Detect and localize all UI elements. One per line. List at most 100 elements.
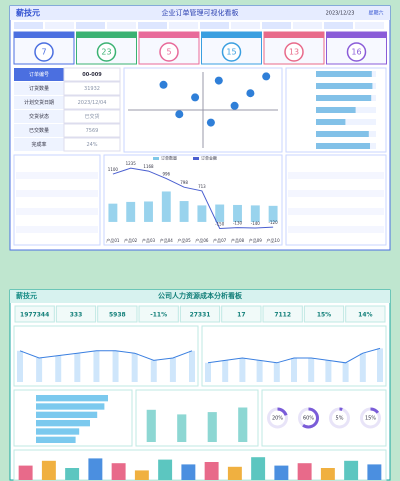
- kpi-value: 27331: [190, 312, 211, 319]
- bar: [150, 360, 157, 382]
- bar: [204, 462, 219, 480]
- bubble: [206, 118, 215, 127]
- title: 公司人力资源成本分析看板: [158, 291, 243, 300]
- legend-label: 订单金额: [201, 155, 217, 161]
- hr-header: [10, 290, 390, 303]
- bar: [36, 436, 76, 443]
- kpi-ring: [346, 42, 367, 62]
- bar: [36, 358, 43, 382]
- row: [16, 226, 98, 233]
- tab: [138, 22, 167, 29]
- row: [288, 235, 384, 242]
- data-label: 996: [162, 172, 170, 177]
- bar: [181, 464, 196, 480]
- bar: [146, 409, 156, 442]
- row: [288, 163, 384, 170]
- kpi-box: [345, 305, 386, 323]
- line: [112, 167, 274, 229]
- x-tick-label: 产品04: [160, 237, 174, 243]
- kpi-value: 5: [166, 48, 171, 57]
- kpi-ring: [96, 42, 117, 62]
- data-label: 1235: [126, 161, 137, 166]
- kpi-value: 23: [101, 48, 111, 57]
- bar: [239, 358, 246, 382]
- kpi-value: 15: [226, 48, 236, 57]
- row: [16, 181, 98, 188]
- panel: [13, 325, 199, 387]
- x-tick-label: 产品01: [106, 237, 120, 243]
- info-value-cell: [63, 95, 121, 110]
- bar: [215, 204, 225, 222]
- kpi-value: 16: [351, 48, 361, 57]
- donut-arc: [329, 407, 350, 429]
- info-value-cell: [63, 81, 121, 96]
- bar: [233, 204, 242, 222]
- bar: [320, 468, 335, 480]
- row: [16, 163, 98, 170]
- tab: [169, 22, 198, 29]
- kpi-box: [303, 305, 345, 323]
- kpi-box: [179, 305, 221, 323]
- info-value: 7569: [86, 128, 99, 134]
- kpi-box: [262, 305, 303, 323]
- info-value: 2023/12/04: [78, 100, 107, 106]
- kpi-ring: [34, 42, 54, 62]
- bar: [158, 459, 173, 480]
- bubble: [230, 101, 239, 110]
- progress-bar: [316, 83, 373, 89]
- order-header: [10, 6, 390, 20]
- row: [16, 190, 98, 197]
- bar: [65, 468, 80, 480]
- bar: [131, 353, 138, 382]
- donut-arc: [298, 407, 319, 429]
- tab: [45, 22, 74, 29]
- bar: [169, 358, 176, 382]
- donut-label: 20%: [272, 416, 283, 422]
- donut-label: 5%: [336, 416, 344, 422]
- row: [16, 208, 98, 215]
- bubble: [214, 76, 223, 85]
- x-tick-label: 产品08: [231, 237, 245, 243]
- bar: [297, 463, 312, 480]
- info-label-cell: [14, 124, 64, 137]
- kpi-value: 333: [70, 312, 83, 319]
- progress-bar: [316, 71, 372, 77]
- bar: [274, 465, 289, 480]
- track: [316, 119, 376, 125]
- progress-bar: [316, 119, 346, 125]
- data-label: -150: [215, 221, 225, 226]
- data-label: 1168: [143, 164, 154, 169]
- bar: [189, 350, 195, 382]
- info-label: 计划交货日期: [24, 99, 54, 106]
- bar: [36, 411, 98, 418]
- kpi-value: 13: [289, 48, 299, 57]
- row: [288, 190, 384, 197]
- donut-arc: [267, 407, 288, 429]
- kpi-head: [326, 32, 387, 38]
- kpi-head: [264, 32, 324, 38]
- x-tick-label: 产品10: [267, 237, 281, 243]
- data-label: -130: [233, 221, 243, 226]
- line: [207, 347, 381, 364]
- row: [288, 181, 384, 188]
- bar: [197, 205, 207, 222]
- info-label: 订单编号: [29, 71, 49, 78]
- info-label: 交货状态: [29, 113, 49, 120]
- bar: [55, 355, 62, 382]
- donut-arc: [360, 407, 381, 429]
- kpi-ring: [159, 42, 179, 62]
- info-value: 24%: [86, 142, 97, 148]
- bar: [205, 362, 211, 382]
- kpi-box: [97, 305, 138, 323]
- donut-label: 60%: [303, 416, 314, 422]
- bar: [134, 470, 149, 480]
- bar: [308, 358, 315, 382]
- row: [288, 199, 384, 206]
- bar: [359, 353, 366, 382]
- bubble: [159, 80, 168, 89]
- bar: [251, 457, 266, 480]
- progress-bar: [316, 107, 356, 113]
- x-tick-label: 产品09: [249, 237, 263, 243]
- bar: [93, 350, 100, 382]
- tab: [76, 22, 105, 29]
